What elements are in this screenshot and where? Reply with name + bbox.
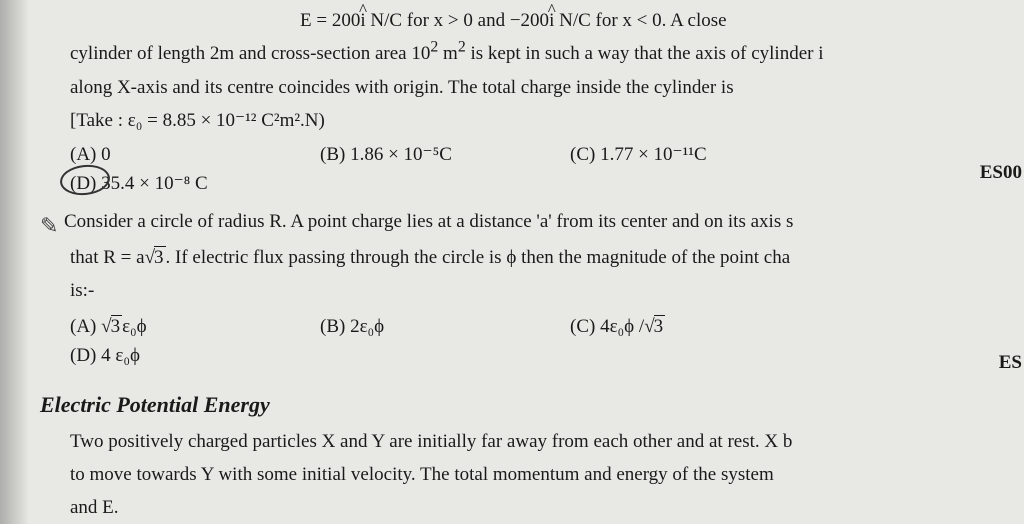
section-p1: Two positively charged particles X and Y… xyxy=(40,427,1014,456)
sup2b: 2 xyxy=(458,39,466,56)
sqrt-icon-a: 3 xyxy=(101,312,122,341)
q2-optA-pre: (A) xyxy=(70,316,101,337)
sqrt-icon-c: 3 xyxy=(644,312,665,341)
q2-option-c: (C) 4ε₀ϕ / 3 xyxy=(570,312,820,341)
q2-optC-pre: (C) 4ε₀ϕ / xyxy=(570,316,644,337)
q2-option-a: (A) 3ε₀ϕ xyxy=(70,312,320,341)
q1-take: [Take : ε₀ = 8.85 × 10⁻¹² C²m².N) xyxy=(40,106,1014,135)
unit-m: m xyxy=(443,43,458,64)
q2-line3: is:- xyxy=(40,276,1014,305)
q2-optA-suf: ε₀ϕ xyxy=(122,316,147,337)
q2-optC-sqrt: 3 xyxy=(654,315,666,337)
tag-es00: ES00 xyxy=(980,158,1022,187)
section-p3: and E. xyxy=(40,493,1014,522)
q2-options: (A) 3ε₀ϕ (B) 2ε₀ϕ (C) 4ε₀ϕ /3 (D) 4 ε₀ϕ xyxy=(40,312,1014,371)
tag-es: ES xyxy=(999,348,1022,377)
sqrt-icon: 3 xyxy=(145,243,166,272)
q1-line1-pre: cylinder of length 2m and cross-section … xyxy=(70,43,430,64)
q1-option-c: (C) 1.77 × 10⁻¹¹C xyxy=(570,140,820,169)
section-p2: to move towards Y with some initial velo… xyxy=(40,460,1014,489)
q1-line2: along X-axis and its centre coincides wi… xyxy=(40,73,1014,102)
sqrt3: 3 xyxy=(154,246,166,268)
q1-line1-suf: is kept in such a way that the axis of c… xyxy=(470,43,823,64)
q2-line2a: that R = a xyxy=(70,247,145,268)
q2-option-d: (D) 4 ε₀ϕ xyxy=(70,341,290,370)
q2-optA-sqrt: 3 xyxy=(111,315,123,337)
q1-option-b: (B) 1.86 × 10⁻⁵C xyxy=(320,140,570,169)
q1-option-a: (A) 0 xyxy=(70,140,320,169)
q2-line2: that R = a 3. If electric flux passing th… xyxy=(40,243,1014,272)
pointer-icon: ✎ xyxy=(40,209,64,243)
q1-option-d: (D) 35.4 × 10⁻⁸ C xyxy=(70,169,290,198)
q2-option-b: (B) 2ε₀ϕ xyxy=(320,312,570,341)
q2-line2b: . If electric flux passing through the c… xyxy=(166,247,791,268)
q2-lead-row: ✎ Consider a circle of radius R. A point… xyxy=(40,207,1014,243)
q1-options: (A) 0 (B) 1.86 × 10⁻⁵C (C) 1.77 × 10⁻¹¹C… xyxy=(40,140,1014,199)
partial-given: E = 200i N/C for x > 0 and −200i N/C for… xyxy=(300,10,727,31)
q1-line1: cylinder of length 2m and cross-section … xyxy=(40,39,1014,68)
section-heading: Electric Potential Energy xyxy=(40,388,1014,422)
q1-option-d-text: (D) 35.4 × 10⁻⁸ C xyxy=(70,173,208,194)
q1-line0: E = 200i N/C for x > 0 and −200i N/C for… xyxy=(40,6,1014,35)
sup: 2 xyxy=(430,39,438,56)
q2-lead: Consider a circle of radius R. A point c… xyxy=(64,207,793,236)
